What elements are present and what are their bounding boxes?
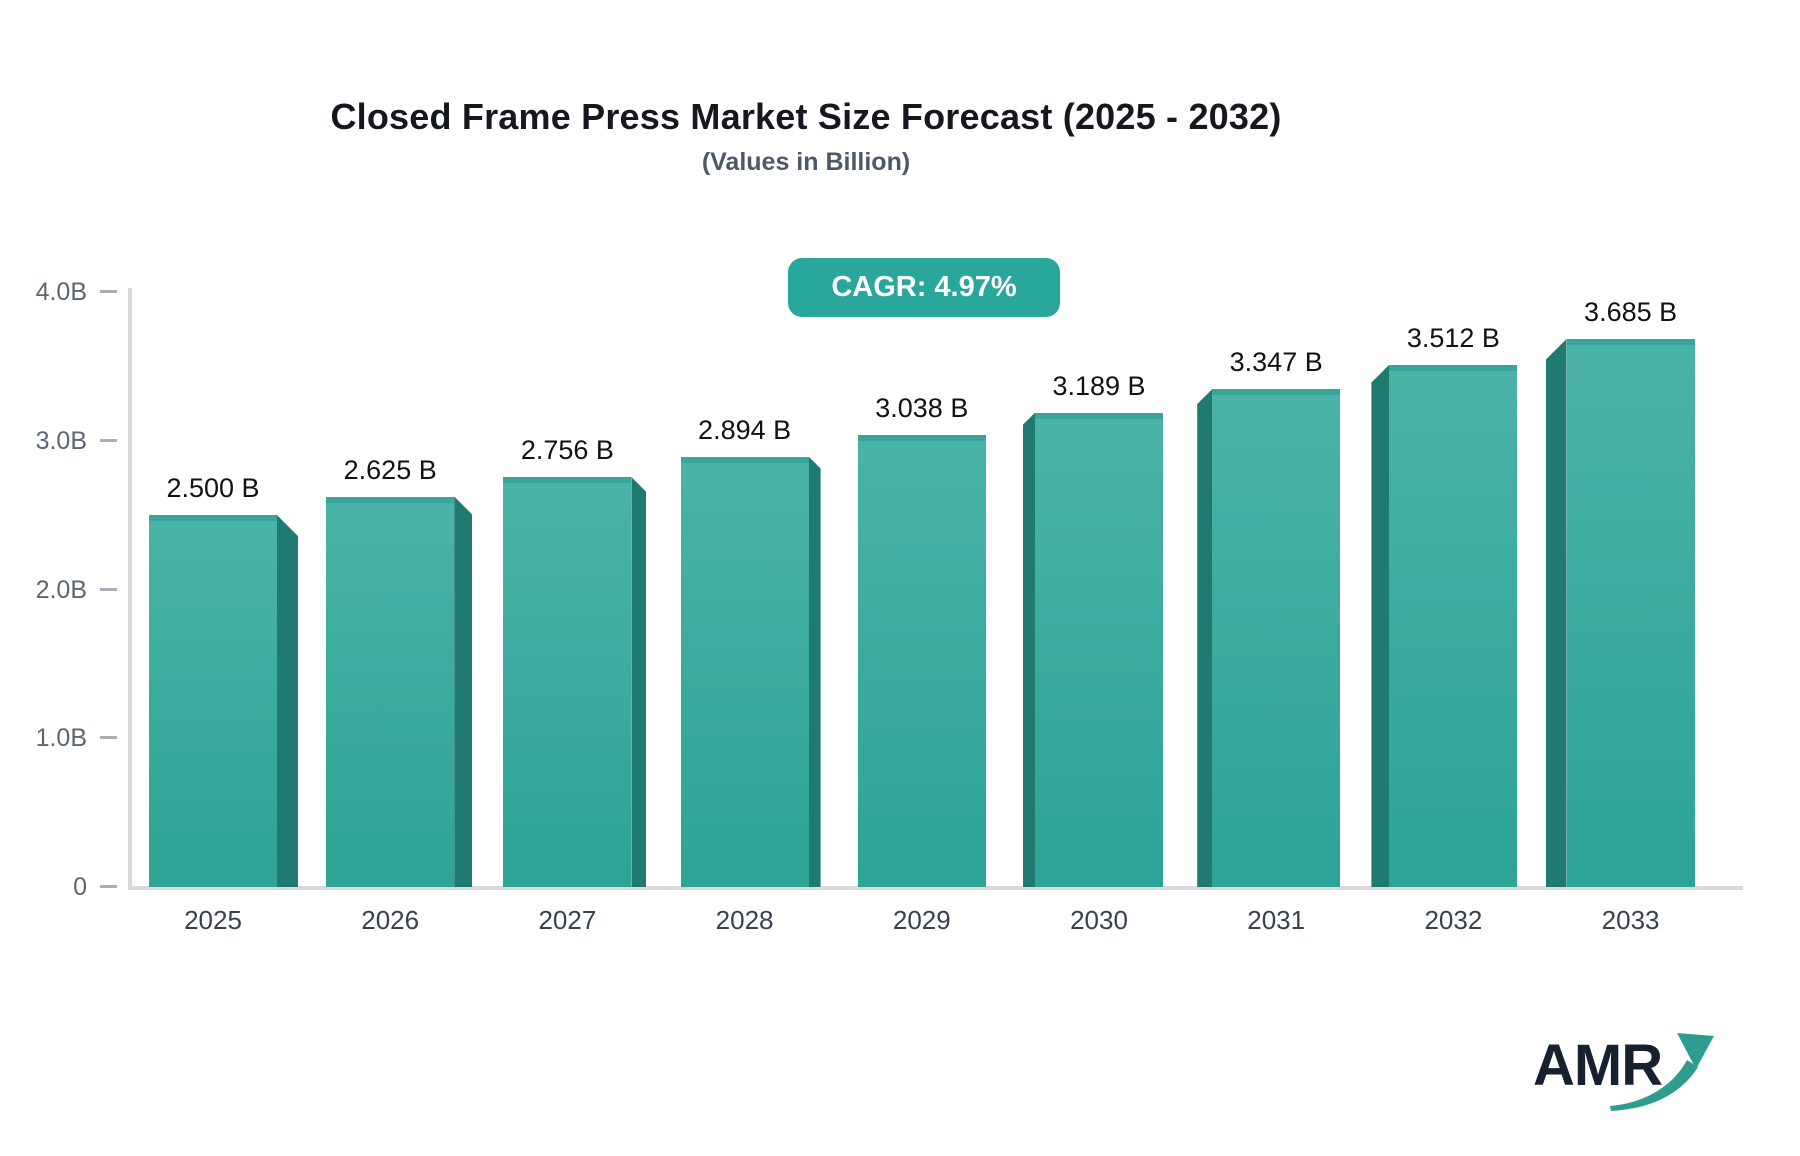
- bar-2026: [326, 496, 455, 887]
- bar-2033: [1566, 338, 1695, 887]
- bar-value-label-2033: 3.685 B: [1584, 296, 1678, 327]
- bar-2025: [149, 515, 277, 887]
- x-axis-label-2031: 2031: [1247, 905, 1306, 935]
- y-tick-dash: [100, 438, 117, 442]
- bar-2029: [857, 435, 986, 887]
- y-tick-dash: [100, 885, 117, 888]
- bar-side-2028: [808, 456, 821, 887]
- x-axis-label-2027: 2027: [538, 905, 597, 935]
- bar-value-label-2029: 3.038 B: [875, 393, 969, 424]
- chart-title: Closed Frame Press Market Size Forecast …: [330, 96, 1282, 137]
- y-tick-dash: [100, 736, 117, 740]
- bar-value-label-2027: 2.756 B: [520, 435, 614, 466]
- bar-side-2031: [1197, 389, 1213, 887]
- y-tick-label: 4.0B: [35, 278, 87, 306]
- chart-subtitle: (Values in Billion): [701, 148, 911, 176]
- x-axis-label-2026: 2026: [361, 905, 420, 935]
- growth-arrow-icon: [1610, 1033, 1714, 1111]
- x-axis-label-2033: 2033: [1601, 905, 1660, 935]
- y-tick-label: 1.0B: [35, 724, 87, 753]
- x-axis-label-2032: 2032: [1424, 905, 1483, 935]
- x-axis-label-2028: 2028: [715, 905, 774, 935]
- bar-side-2026: [454, 496, 473, 887]
- bar-2028: [680, 456, 809, 887]
- bar-2032: [1389, 364, 1518, 887]
- bar-value-label-2032: 3.512 B: [1406, 322, 1500, 353]
- y-tick-label: 0: [73, 873, 87, 901]
- y-tick-label: 2.0B: [35, 575, 87, 604]
- x-axis-line: [128, 886, 1743, 890]
- y-tick-dash: [100, 290, 117, 293]
- bar-side-2032: [1371, 364, 1390, 887]
- cagr-badge: CAGR: 4.97%: [788, 258, 1060, 317]
- bar-side-2025: [277, 515, 298, 887]
- bar-2030: [1035, 412, 1163, 887]
- bar-side-2030: [1023, 412, 1035, 887]
- bar-value-label-2026: 2.625 B: [343, 454, 437, 485]
- bar-2031: [1212, 389, 1341, 887]
- bar-side-2027: [631, 477, 647, 887]
- x-axis-label-2029: 2029: [892, 905, 951, 935]
- bar-side-2033: [1545, 338, 1567, 887]
- amr-logo-text: AMR: [1533, 1033, 1663, 1098]
- bar-value-label-2030: 3.189 B: [1052, 370, 1146, 401]
- x-axis-label-2025: 2025: [184, 905, 242, 935]
- bar-value-label-2031: 3.347 B: [1229, 347, 1323, 378]
- amr-logo: AMR: [1515, 1020, 1730, 1120]
- y-tick-dash: [100, 587, 117, 591]
- bar-value-label-2028: 2.894 B: [698, 414, 792, 445]
- y-axis-line: [128, 288, 132, 890]
- y-tick-label: 3.0B: [35, 426, 87, 455]
- x-axis-label-2030: 2030: [1070, 905, 1128, 935]
- bar-value-label-2025: 2.500 B: [166, 473, 260, 504]
- bar-2027: [503, 477, 632, 887]
